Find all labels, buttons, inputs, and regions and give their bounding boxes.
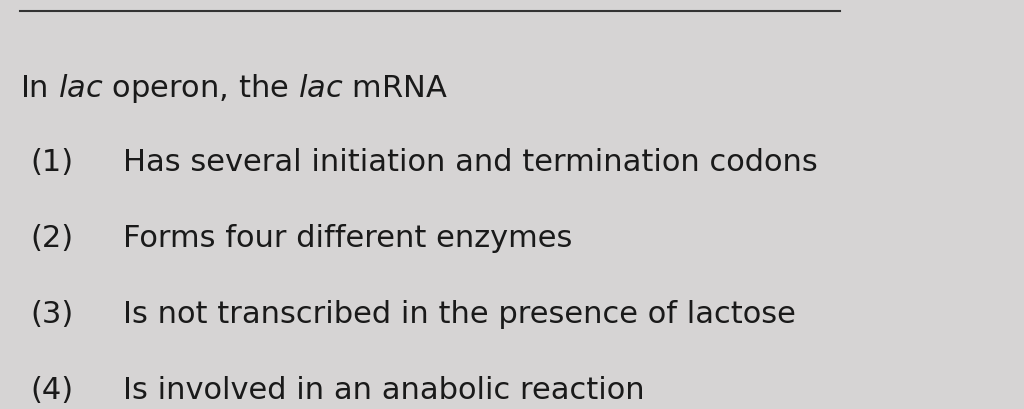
- Text: Has several initiation and termination codons: Has several initiation and termination c…: [123, 148, 817, 177]
- Text: Is not transcribed in the presence of lactose: Is not transcribed in the presence of la…: [123, 299, 796, 328]
- Text: (3): (3): [31, 299, 74, 328]
- Text: (1): (1): [31, 148, 74, 177]
- Text: In $\it{lac}$ operon, the $\it{lac}$ mRNA: In $\it{lac}$ operon, the $\it{lac}$ mRN…: [20, 72, 449, 105]
- Text: (2): (2): [31, 223, 74, 252]
- Text: (4): (4): [31, 375, 74, 404]
- Text: Is involved in an anabolic reaction: Is involved in an anabolic reaction: [123, 375, 644, 404]
- Text: Forms four different enzymes: Forms four different enzymes: [123, 223, 572, 252]
